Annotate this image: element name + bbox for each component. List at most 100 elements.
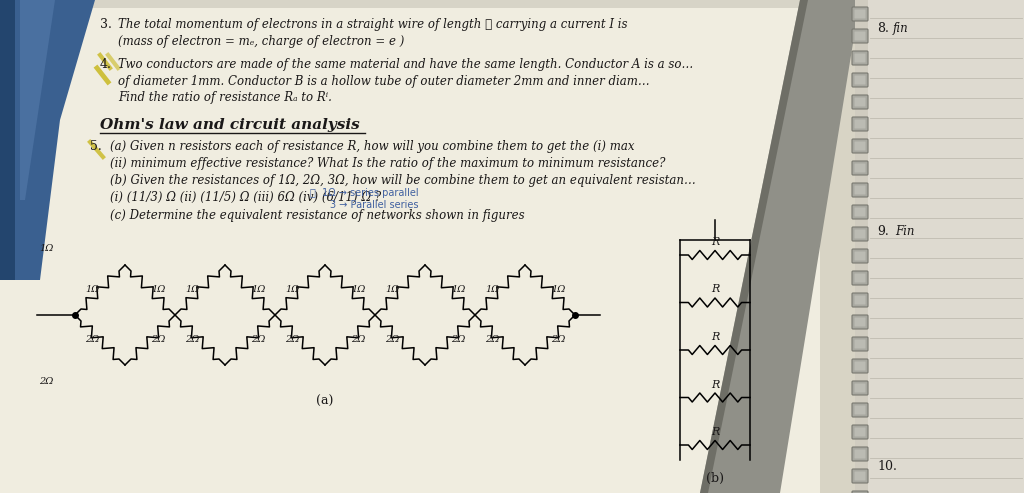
FancyBboxPatch shape bbox=[854, 185, 865, 195]
FancyBboxPatch shape bbox=[852, 29, 868, 43]
FancyBboxPatch shape bbox=[852, 337, 868, 351]
Polygon shape bbox=[700, 0, 808, 493]
FancyBboxPatch shape bbox=[852, 271, 868, 285]
FancyBboxPatch shape bbox=[852, 359, 868, 373]
Text: 1Ω: 1Ω bbox=[39, 244, 53, 253]
FancyBboxPatch shape bbox=[854, 119, 865, 129]
FancyBboxPatch shape bbox=[854, 75, 865, 84]
Polygon shape bbox=[20, 0, 55, 200]
FancyBboxPatch shape bbox=[852, 95, 868, 109]
FancyBboxPatch shape bbox=[854, 230, 865, 239]
Text: 1Ω: 1Ω bbox=[85, 285, 99, 294]
Text: 1Ω: 1Ω bbox=[285, 285, 299, 294]
Text: 10.: 10. bbox=[877, 460, 897, 473]
FancyBboxPatch shape bbox=[854, 251, 865, 260]
FancyBboxPatch shape bbox=[852, 51, 868, 65]
Text: 1Ω: 1Ω bbox=[451, 285, 465, 294]
Text: The total momentum of electrons in a straight wire of length ℓ carrying a curren: The total momentum of electrons in a str… bbox=[118, 18, 628, 31]
Text: (ii) minimum effective resistance? What Is the ratio of the maximum to minimum r: (ii) minimum effective resistance? What … bbox=[110, 157, 666, 170]
FancyBboxPatch shape bbox=[854, 32, 865, 40]
Bar bbox=[855, 0, 1024, 493]
FancyBboxPatch shape bbox=[854, 384, 865, 392]
Text: 2Ω: 2Ω bbox=[484, 336, 499, 345]
Polygon shape bbox=[0, 0, 15, 280]
FancyBboxPatch shape bbox=[852, 249, 868, 263]
Text: 1Ω: 1Ω bbox=[151, 285, 165, 294]
Text: 1Ω: 1Ω bbox=[551, 285, 565, 294]
FancyBboxPatch shape bbox=[854, 141, 865, 150]
FancyBboxPatch shape bbox=[852, 7, 868, 21]
Text: 2Ω: 2Ω bbox=[451, 336, 465, 345]
FancyBboxPatch shape bbox=[854, 317, 865, 326]
Text: (b): (b) bbox=[706, 472, 724, 485]
FancyBboxPatch shape bbox=[852, 183, 868, 197]
FancyBboxPatch shape bbox=[854, 471, 865, 481]
FancyBboxPatch shape bbox=[852, 315, 868, 329]
Polygon shape bbox=[0, 0, 95, 280]
Text: (a): (a) bbox=[316, 395, 334, 408]
FancyBboxPatch shape bbox=[854, 54, 865, 63]
Text: Ohm's law and circuit analysis: Ohm's law and circuit analysis bbox=[100, 118, 359, 132]
Text: R: R bbox=[711, 237, 719, 247]
FancyBboxPatch shape bbox=[852, 403, 868, 417]
Text: 5.: 5. bbox=[90, 140, 101, 153]
FancyBboxPatch shape bbox=[854, 295, 865, 305]
Text: 8.: 8. bbox=[877, 22, 889, 35]
FancyBboxPatch shape bbox=[852, 447, 868, 461]
FancyBboxPatch shape bbox=[854, 427, 865, 436]
FancyBboxPatch shape bbox=[852, 117, 868, 131]
Polygon shape bbox=[700, 0, 860, 493]
Text: (a) Given n resistors each of resistance R, how will you combine them to get the: (a) Given n resistors each of resistance… bbox=[110, 140, 635, 153]
Text: 9.: 9. bbox=[877, 225, 889, 238]
FancyBboxPatch shape bbox=[852, 139, 868, 153]
Text: R: R bbox=[711, 380, 719, 389]
Bar bbox=[868, 0, 1024, 493]
Text: (c) Determine the equivalent resistance of networks shown in figures: (c) Determine the equivalent resistance … bbox=[110, 209, 524, 222]
Text: 1Ω: 1Ω bbox=[351, 285, 366, 294]
Text: ⓘ  1Ω → series parallel: ⓘ 1Ω → series parallel bbox=[310, 188, 419, 198]
FancyBboxPatch shape bbox=[852, 381, 868, 395]
FancyBboxPatch shape bbox=[852, 491, 868, 493]
FancyBboxPatch shape bbox=[854, 164, 865, 173]
FancyBboxPatch shape bbox=[854, 406, 865, 415]
Text: R: R bbox=[711, 332, 719, 342]
Text: 2Ω: 2Ω bbox=[285, 336, 299, 345]
Text: 2Ω: 2Ω bbox=[39, 377, 53, 386]
Text: Find the ratio of resistance Rₐ to Rⁱ.: Find the ratio of resistance Rₐ to Rⁱ. bbox=[118, 91, 332, 104]
Text: 2Ω: 2Ω bbox=[184, 336, 200, 345]
Text: 1Ω: 1Ω bbox=[484, 285, 499, 294]
Bar bbox=[0, 0, 820, 493]
Text: 2Ω: 2Ω bbox=[151, 336, 165, 345]
Text: of diameter 1mm. Conductor B is a hollow tube of outer diameter 2mm and inner di: of diameter 1mm. Conductor B is a hollow… bbox=[118, 75, 649, 88]
Text: 3 → Parallel series: 3 → Parallel series bbox=[330, 200, 419, 210]
Text: 1Ω: 1Ω bbox=[184, 285, 200, 294]
Text: 2Ω: 2Ω bbox=[551, 336, 565, 345]
FancyBboxPatch shape bbox=[852, 161, 868, 175]
Text: 2Ω: 2Ω bbox=[351, 336, 366, 345]
FancyBboxPatch shape bbox=[854, 9, 865, 19]
Text: (mass of electron = mₑ, charge of electron = e ): (mass of electron = mₑ, charge of electr… bbox=[118, 35, 404, 48]
Text: (i) (11/3) Ω (ii) (11/5) Ω (iii) 6Ω (iv) (6/11) Ω ?: (i) (11/3) Ω (ii) (11/5) Ω (iii) 6Ω (iv)… bbox=[110, 191, 381, 204]
FancyBboxPatch shape bbox=[852, 73, 868, 87]
Text: 1Ω: 1Ω bbox=[385, 285, 399, 294]
FancyBboxPatch shape bbox=[852, 293, 868, 307]
FancyBboxPatch shape bbox=[854, 450, 865, 458]
FancyBboxPatch shape bbox=[852, 469, 868, 483]
FancyBboxPatch shape bbox=[852, 205, 868, 219]
FancyBboxPatch shape bbox=[854, 274, 865, 282]
FancyBboxPatch shape bbox=[854, 98, 865, 106]
Text: 4.: 4. bbox=[100, 58, 112, 71]
FancyBboxPatch shape bbox=[854, 340, 865, 349]
FancyBboxPatch shape bbox=[852, 425, 868, 439]
Text: Fin: Fin bbox=[895, 225, 914, 238]
FancyBboxPatch shape bbox=[852, 227, 868, 241]
FancyBboxPatch shape bbox=[854, 208, 865, 216]
FancyBboxPatch shape bbox=[854, 361, 865, 371]
Text: 3.: 3. bbox=[100, 18, 112, 31]
Text: Two conductors are made of the same material and have the same length. Conductor: Two conductors are made of the same mate… bbox=[118, 58, 693, 71]
Text: 1Ω: 1Ω bbox=[251, 285, 265, 294]
Text: R: R bbox=[711, 427, 719, 437]
Text: (b) Given the resistances of 1Ω, 2Ω, 3Ω, how will be combine them to get an equi: (b) Given the resistances of 1Ω, 2Ω, 3Ω,… bbox=[110, 174, 695, 187]
Bar bbox=[0, 0, 820, 8]
Text: fin: fin bbox=[893, 22, 908, 35]
